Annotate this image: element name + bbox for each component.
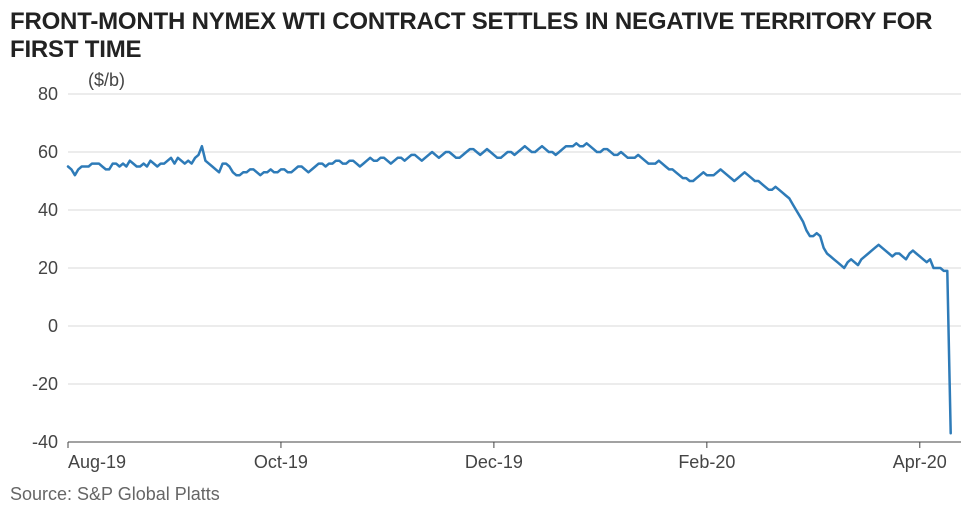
- y-tick-label: -20: [32, 374, 58, 394]
- y-axis-label: ($/b): [88, 70, 125, 90]
- price-line: [68, 143, 951, 433]
- line-chart: -40 -20 0 20 40 60 80 Aug-19 Oct-19 Dec-19 Feb-20 A…: [0, 68, 979, 478]
- y-tick-label: 20: [38, 258, 58, 278]
- x-tick-label: Oct-19: [254, 452, 308, 472]
- y-tick-label: 60: [38, 142, 58, 162]
- source-attribution: Source: S&P Global Platts: [10, 484, 220, 505]
- y-tick-label: 0: [48, 316, 58, 336]
- chart-title: FRONT-MONTH NYMEX WTI CONTRACT SETTLES I…: [0, 0, 979, 63]
- y-tick-label: -40: [32, 432, 58, 452]
- chart-area: -40 -20 0 20 40 60 80 Aug-19 Oct-19 Dec-19 Feb-20 A…: [0, 68, 979, 478]
- y-tick-label: 80: [38, 84, 58, 104]
- x-tick-label: Aug-19: [68, 452, 126, 472]
- y-tick-label: 40: [38, 200, 58, 220]
- x-tick-label: Feb-20: [678, 452, 735, 472]
- x-tick-label: Apr-20: [893, 452, 947, 472]
- x-tick-label: Dec-19: [465, 452, 523, 472]
